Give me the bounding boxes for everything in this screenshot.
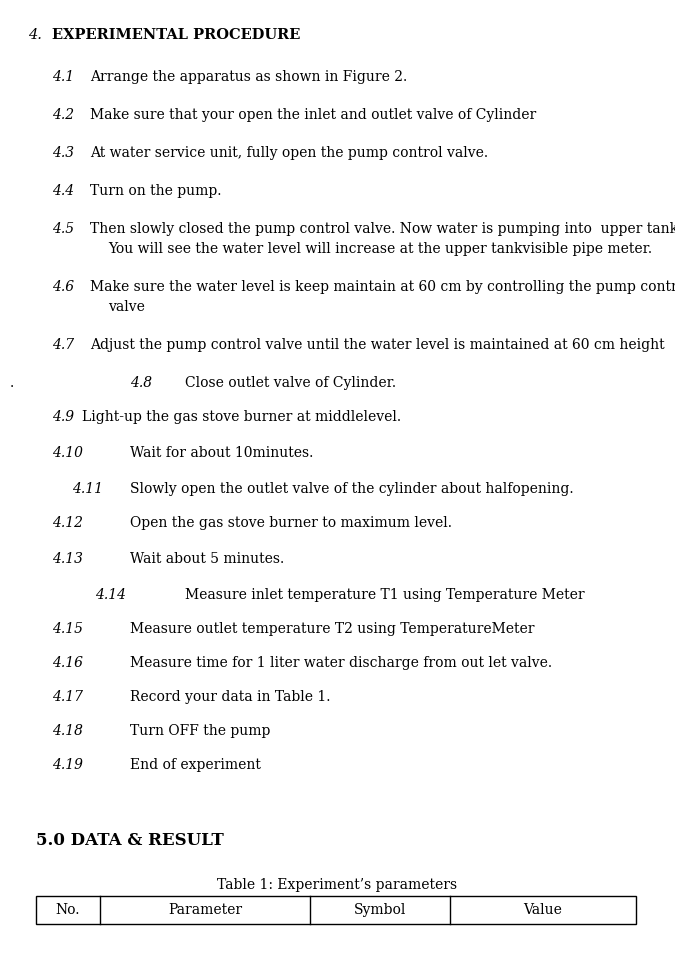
Text: 5.0 DATA & RESULT: 5.0 DATA & RESULT [36,832,223,849]
Text: Arrange the apparatus as shown in Figure 2.: Arrange the apparatus as shown in Figure… [90,70,407,84]
Text: 4.5: 4.5 [52,222,74,236]
Text: Open the gas stove burner to maximum level.: Open the gas stove burner to maximum lev… [130,516,452,530]
Text: 4.10: 4.10 [52,446,83,460]
Text: Turn OFF the pump: Turn OFF the pump [130,724,271,738]
Text: Measure inlet temperature T1 using Temperature Meter: Measure inlet temperature T1 using Tempe… [185,588,585,602]
Text: 4.19: 4.19 [52,758,83,772]
Text: 4.11: 4.11 [72,482,103,496]
Text: .: . [10,376,14,390]
Text: 4.2: 4.2 [52,108,74,122]
Text: Measure time for 1 liter water discharge from out let valve.: Measure time for 1 liter water discharge… [130,656,552,670]
Text: 4.7: 4.7 [52,338,74,352]
Text: 4.16: 4.16 [52,656,83,670]
Text: 4.: 4. [28,28,42,42]
Text: 4.6: 4.6 [52,280,74,294]
Text: 4.14: 4.14 [95,588,126,602]
Text: Value: Value [524,903,562,917]
Text: 4.8: 4.8 [130,376,152,390]
Text: valve: valve [108,300,145,314]
Text: Then slowly closed the pump control valve. Now water is pumping into  upper tank: Then slowly closed the pump control valv… [90,222,675,236]
Text: Record your data in Table 1.: Record your data in Table 1. [130,690,331,704]
Text: 4.1: 4.1 [52,70,74,84]
Text: Symbol: Symbol [354,903,406,917]
Text: 4.13: 4.13 [52,552,83,566]
Text: No.: No. [56,903,80,917]
Text: Make sure the water level is keep maintain at 60 cm by controlling the pump cont: Make sure the water level is keep mainta… [90,280,675,294]
Text: Slowly open the outlet valve of the cylinder about halfopening.: Slowly open the outlet valve of the cyli… [130,482,574,496]
Text: 4.4: 4.4 [52,184,74,198]
Text: 4.18: 4.18 [52,724,83,738]
Text: At water service unit, fully open the pump control valve.: At water service unit, fully open the pu… [90,146,488,160]
Text: Wait for about 10minutes.: Wait for about 10minutes. [130,446,313,460]
Text: Adjust the pump control valve until the water level is maintained at 60 cm heigh: Adjust the pump control valve until the … [90,338,665,352]
Text: Light-up the gas stove burner at middlelevel.: Light-up the gas stove burner at middlel… [82,410,401,424]
Text: Turn on the pump.: Turn on the pump. [90,184,221,198]
Text: 4.9: 4.9 [52,410,74,424]
Bar [36,896,636,924]
Text: Close outlet valve of Cylinder.: Close outlet valve of Cylinder. [185,376,396,390]
Text: 4.17: 4.17 [52,690,83,704]
Text: Measure outlet temperature T2 using TemperatureMeter: Measure outlet temperature T2 using Temp… [130,622,535,636]
Text: 4.3: 4.3 [52,146,74,160]
Text: EXPERIMENTAL PROCEDURE: EXPERIMENTAL PROCEDURE [52,28,300,42]
Text: Parameter: Parameter [168,903,242,917]
Text: Make sure that your open the inlet and outlet valve of Cylinder: Make sure that your open the inlet and o… [90,108,536,122]
Text: 4.12: 4.12 [52,516,83,530]
Text: End of experiment: End of experiment [130,758,261,772]
Text: Table 1: Experiment’s parameters: Table 1: Experiment’s parameters [217,878,457,892]
Text: You will see the water level will increase at the upper tankvisible pipe meter.: You will see the water level will increa… [108,242,652,256]
Text: 4.15: 4.15 [52,622,83,636]
Text: Wait about 5 minutes.: Wait about 5 minutes. [130,552,284,566]
